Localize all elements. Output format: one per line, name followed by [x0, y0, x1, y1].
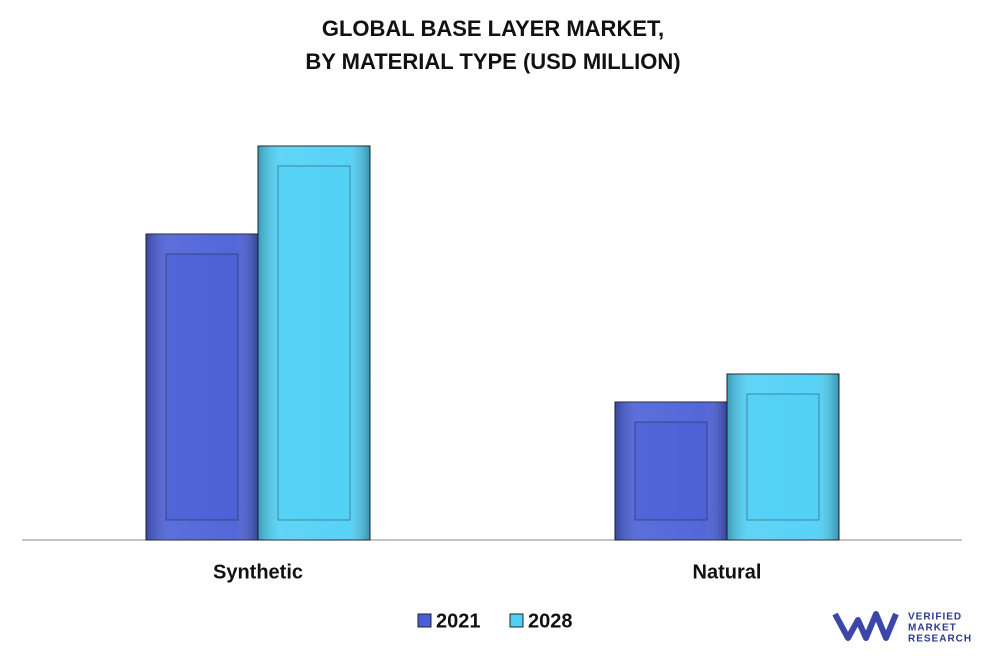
bar-bevel	[634, 421, 708, 521]
logo-text: RESEARCH	[908, 634, 972, 645]
legend-label: 2021	[436, 610, 481, 632]
chart-title: BY MATERIAL TYPE (USD MILLION)	[305, 49, 680, 74]
x-tick-label: Natural	[693, 561, 762, 583]
legend-label: 2028	[528, 610, 573, 632]
logo-mark	[832, 611, 899, 641]
logo: VERIFIED MARKET RESEARCH	[832, 611, 972, 645]
bar-bevel	[165, 253, 239, 521]
logo-text: MARKET	[908, 623, 957, 634]
bar-bevel	[746, 393, 820, 521]
bar-bevel	[277, 165, 351, 521]
chart-title: GLOBAL BASE LAYER MARKET,	[322, 16, 664, 41]
logo-text: VERIFIED	[908, 612, 962, 623]
legend-swatch	[417, 613, 432, 628]
legend-swatch	[509, 613, 524, 628]
x-tick-label: Synthetic	[213, 561, 303, 583]
